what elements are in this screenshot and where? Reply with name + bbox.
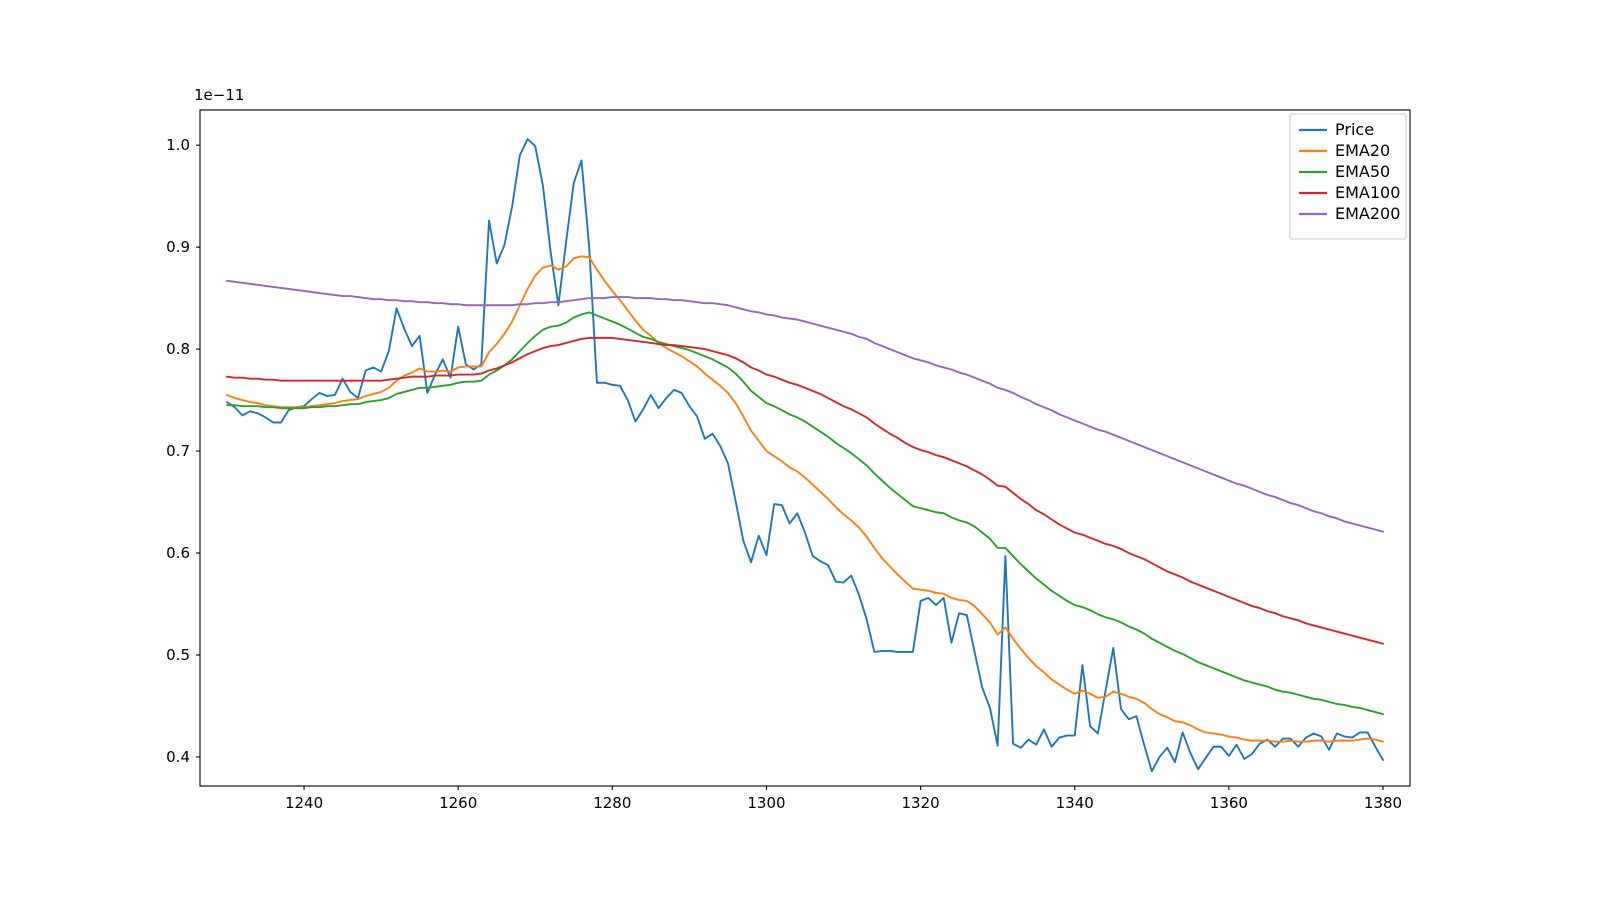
chart-legend[interactable]: Price EMA20 EMA50 EMA100 EMA200 [1289, 113, 1407, 240]
legend-label-price[interactable]: Price [1335, 120, 1374, 139]
series-line-ema20 [226, 255, 1384, 743]
y-tick-label: 0.6 [166, 544, 190, 562]
legend-label-ema20[interactable]: EMA20 [1335, 141, 1390, 160]
y-tick-label: 0.8 [166, 340, 190, 358]
y-tick-label: 0.7 [166, 442, 190, 460]
legend-label-ema50[interactable]: EMA50 [1335, 162, 1390, 181]
y-tick-label: 1.0 [166, 136, 190, 154]
series-line-ema100 [226, 336, 1384, 645]
x-tick-label: 1240 [285, 794, 323, 812]
y-tick-label: 0.4 [166, 748, 190, 766]
x-axis-ticks: 1240 1260 1280 1300 1320 1340 1360 1380 [285, 786, 1402, 812]
x-tick-label: 1280 [593, 794, 631, 812]
series-line-ema50 [226, 311, 1384, 716]
x-tick-label: 1340 [1056, 794, 1094, 812]
y-tick-label: 0.9 [166, 238, 190, 256]
y-axis-offset-label: 1e−11 [194, 86, 244, 104]
legend-background [1289, 113, 1407, 240]
x-tick-label: 1260 [439, 794, 477, 812]
x-tick-label: 1300 [747, 794, 785, 812]
y-tick-label: 0.5 [166, 646, 190, 664]
series-line-price [226, 138, 1384, 773]
data-series-group [226, 138, 1384, 773]
axes-spines [199, 109, 1411, 787]
x-tick-label: 1360 [1210, 794, 1248, 812]
series-line-ema200 [226, 279, 1384, 533]
x-tick-label: 1380 [1364, 794, 1402, 812]
legend-label-ema200[interactable]: EMA200 [1335, 204, 1400, 223]
y-axis-ticks: 0.4 0.5 0.6 0.7 0.8 0.9 1.0 [166, 136, 200, 766]
x-tick-label: 1320 [902, 794, 940, 812]
legend-label-ema100[interactable]: EMA100 [1335, 183, 1400, 202]
